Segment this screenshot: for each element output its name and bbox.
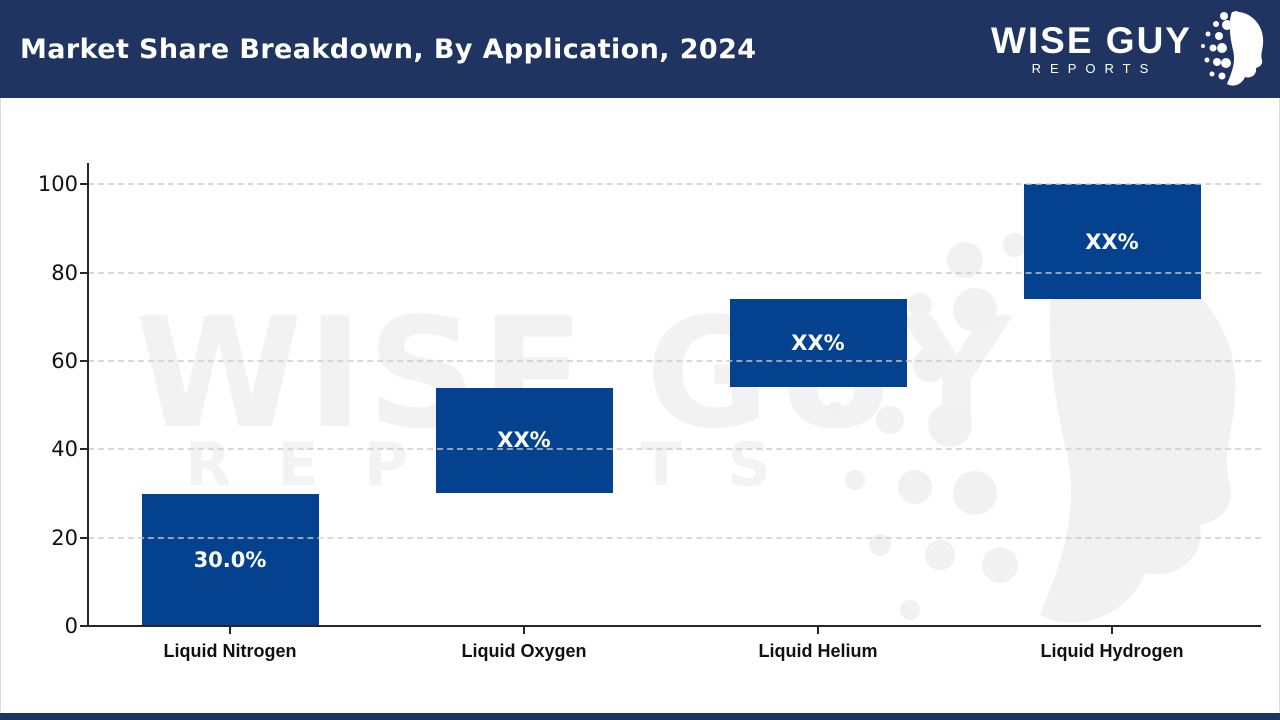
y-axis-line — [87, 163, 89, 627]
x-category-label: Liquid Oxygen — [461, 641, 587, 661]
gridline-y60 — [88, 360, 1261, 363]
gridline-y80 — [88, 271, 1261, 274]
gridline-y40 — [88, 448, 1261, 451]
y-tick-mark — [80, 183, 88, 186]
gridline-y20 — [88, 536, 1261, 539]
waterfall-bar-liquid-nitrogen: 30.0% — [141, 493, 319, 626]
bar-value-label: XX% — [791, 331, 845, 356]
logo-subtext: REPORTS — [1031, 61, 1158, 77]
x-category-label: Liquid Nitrogen — [163, 641, 297, 661]
x-tick-mark — [1111, 627, 1113, 634]
bar-value-label: 30.0% — [193, 547, 267, 572]
y-tick-label: 80 — [51, 260, 78, 285]
y-tick-label: 60 — [51, 349, 78, 374]
logo-face-icon — [1201, 11, 1264, 86]
header-bar: Market Share Breakdown, By Application, … — [0, 0, 1280, 98]
logo-wordmark: WISE GUY — [990, 19, 1192, 61]
y-tick-label: 40 — [51, 437, 78, 462]
y-tick-mark — [80, 360, 88, 363]
x-axis-line — [87, 625, 1261, 627]
x-tick-mark — [817, 627, 819, 634]
x-category-label: Liquid Hydrogen — [1040, 641, 1184, 661]
y-tick-mark — [80, 271, 88, 274]
y-tick-label: 20 — [51, 525, 78, 550]
waterfall-bar-liquid-oxygen: XX% — [435, 387, 613, 494]
waterfall-bar-liquid-helium: XX% — [729, 299, 907, 388]
bar-value-label: XX% — [1085, 229, 1139, 254]
brand-logo: WISE GUY REPORTS — [991, 6, 1268, 92]
y-tick-mark — [80, 625, 88, 627]
watermark-face-icon — [827, 233, 1236, 623]
x-category-label: Liquid Helium — [758, 641, 878, 661]
x-tick-mark — [523, 627, 525, 634]
footer-bar — [0, 713, 1280, 720]
y-tick-mark — [80, 448, 88, 451]
page-title: Market Share Breakdown, By Application, … — [20, 33, 757, 65]
gridline-y100 — [88, 183, 1261, 186]
y-tick-mark — [80, 536, 88, 539]
waterfall-bar-liquid-hydrogen: XX% — [1023, 184, 1201, 300]
x-tick-mark — [229, 627, 231, 634]
y-tick-label: 100 — [37, 172, 78, 197]
y-tick-label: 0 — [64, 614, 78, 638]
